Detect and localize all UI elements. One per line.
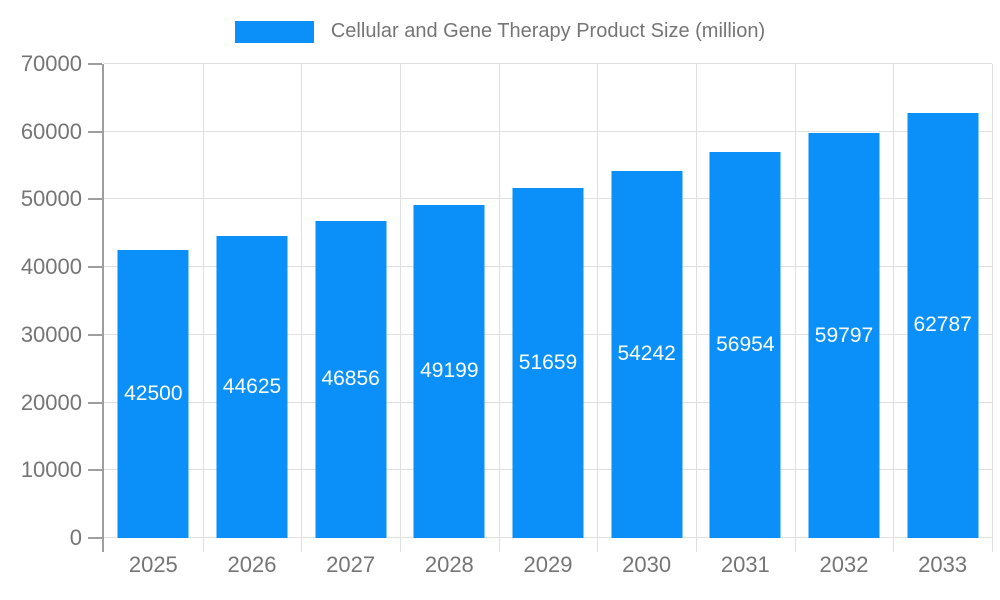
- bar-value-label: 44625: [222, 374, 282, 398]
- x-axis-tick: [597, 538, 599, 552]
- x-tick-label: 2030: [622, 552, 672, 577]
- bar-2033[interactable]: 62787: [907, 112, 979, 538]
- bar-value-label: 51659: [518, 351, 578, 375]
- bar-2032[interactable]: 59797: [808, 133, 880, 538]
- y-axis-tick: [88, 537, 102, 539]
- x-tick-label: 2028: [424, 552, 474, 577]
- v-gridline: [202, 64, 204, 538]
- y-axis-tick: [88, 63, 102, 65]
- x-tick-label: 2025: [128, 552, 178, 577]
- y-tick-label: 20000: [20, 389, 82, 415]
- x-tick-label: 2026: [227, 552, 277, 577]
- y-tick-label: 10000: [20, 457, 82, 483]
- x-axis-tick: [301, 538, 303, 552]
- bar-value-label: 42500: [124, 382, 183, 406]
- y-tick-label: 60000: [20, 118, 82, 144]
- bar-2029[interactable]: 51659: [512, 188, 584, 538]
- legend-label: Cellular and Gene Therapy Product Size (…: [330, 20, 766, 42]
- x-axis-tick: [893, 538, 895, 552]
- bar-value-label: 49199: [420, 359, 479, 383]
- x-tick-label: 2033: [918, 552, 968, 577]
- v-gridline: [794, 64, 796, 538]
- v-gridline: [992, 64, 993, 538]
- x-tick-label: 2032: [819, 552, 869, 577]
- category-band: 42500: [104, 64, 203, 538]
- x-axis-tick: [695, 538, 697, 552]
- bar-value-label: 62787: [913, 313, 972, 337]
- y-axis-tick: [88, 198, 102, 201]
- v-gridline: [597, 64, 599, 538]
- bar-value-label: 46856: [321, 367, 380, 391]
- category-band: 62787: [893, 64, 992, 538]
- x-axis-tick: [399, 538, 401, 552]
- y-tick-label: 70000: [20, 51, 82, 76]
- bar-value-label: 54242: [617, 342, 676, 366]
- y-tick-label: 50000: [20, 186, 82, 212]
- y-axis-tick: [88, 333, 102, 336]
- v-gridline: [695, 64, 697, 538]
- chart-legend[interactable]: Cellular and Gene Therapy Product Size (…: [0, 20, 1000, 43]
- category-band: 46856: [301, 64, 400, 538]
- x-tick-label: 2027: [326, 552, 376, 577]
- x-axis-tick: [992, 538, 993, 552]
- plot-area: 0 10000 20000 30000 40000 50000 60000 70000 2025…: [21, 51, 993, 577]
- y-axis-tick: [88, 266, 102, 269]
- bar-2027[interactable]: 46856: [315, 220, 387, 538]
- v-gridline: [399, 64, 401, 538]
- category-band: 44625: [203, 64, 302, 538]
- y-axis-tick: [88, 130, 102, 133]
- bar-value-label: 59797: [814, 323, 874, 347]
- v-gridline: [301, 64, 303, 538]
- y-axis-tick: [88, 469, 102, 472]
- h-gridline: [104, 63, 992, 64]
- y-tick-label: 30000: [20, 321, 82, 347]
- bar-2028[interactable]: 49199: [413, 204, 485, 538]
- category-band: 59797: [795, 64, 894, 538]
- y-axis-tick: [88, 401, 102, 404]
- h-gridline: [104, 130, 992, 132]
- v-gridline: [893, 64, 895, 538]
- y-axis-line: [102, 64, 104, 552]
- y-tick-label: 40000: [20, 254, 82, 280]
- bar-2031[interactable]: 56954: [709, 152, 781, 538]
- y-tick-label: 0: [69, 525, 82, 550]
- category-band: 51659: [499, 64, 598, 538]
- category-band: 49199: [400, 64, 499, 538]
- x-tick-label: 2029: [523, 552, 573, 577]
- bar-2030[interactable]: 54242: [611, 170, 683, 538]
- legend-swatch-icon: [234, 20, 314, 43]
- x-axis-tick: [498, 538, 500, 552]
- bar-2026[interactable]: 44625: [216, 235, 288, 538]
- x-axis-tick: [794, 538, 796, 552]
- bar-value-label: 56954: [716, 333, 775, 357]
- x-axis-tick: [202, 538, 204, 552]
- v-gridline: [498, 64, 500, 538]
- x-tick-label: 2031: [720, 552, 770, 577]
- bar-2025[interactable]: 42500: [117, 250, 189, 538]
- category-band: 54242: [597, 64, 696, 538]
- category-band: 56954: [696, 64, 795, 538]
